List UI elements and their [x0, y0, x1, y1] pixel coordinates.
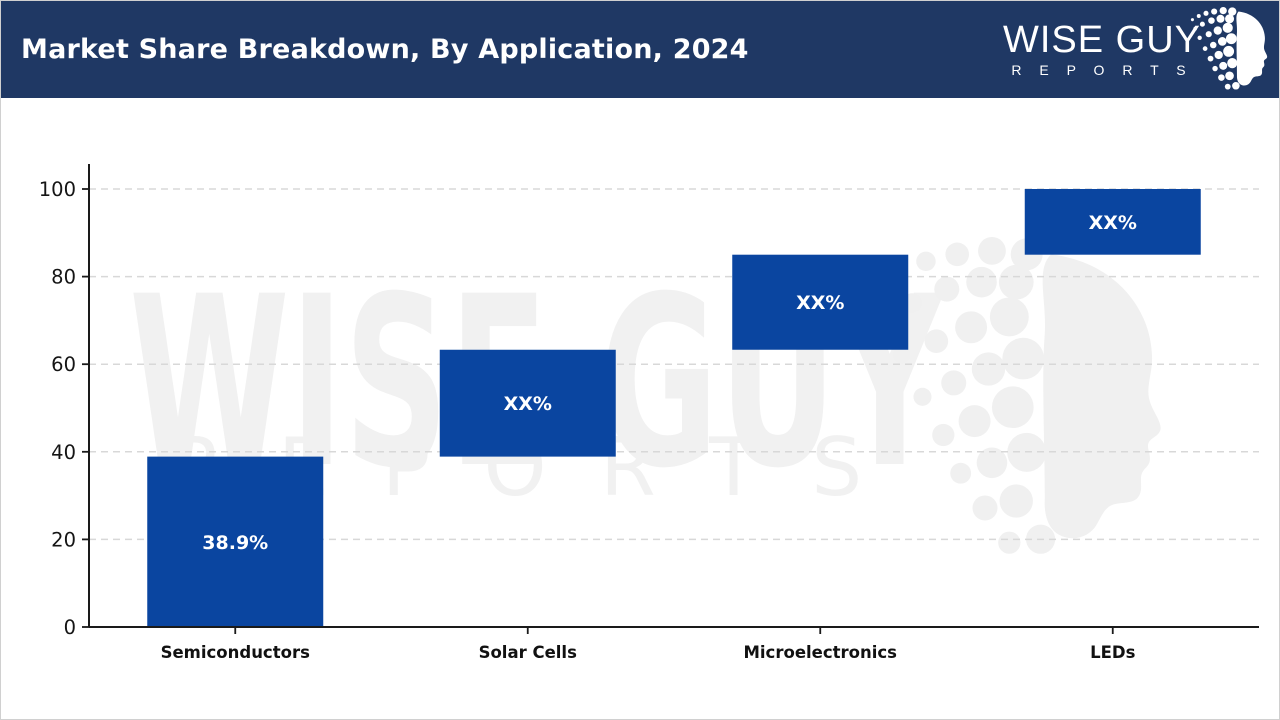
y-tick-label: 100: [39, 178, 76, 201]
brand-logo: WISE GUY R E P O R T S: [1003, 6, 1279, 93]
y-tick-label: 80: [51, 266, 76, 289]
x-category-label: Microelectronics: [743, 643, 897, 662]
x-category-label: LEDs: [1090, 643, 1135, 662]
bar-value-label: 38.9%: [202, 532, 268, 554]
bar-segment: [439, 349, 616, 457]
bar-value-label: XX%: [504, 393, 552, 415]
y-tick-label: 60: [51, 353, 76, 376]
logo-wordmark: WISE GUY R E P O R T S: [1003, 21, 1201, 78]
logo-wordmark-line2: R E P O R T S: [1011, 62, 1193, 78]
x-category-label: Semiconductors: [161, 643, 310, 662]
logo-wordmark-line1: WISE GUY: [1002, 19, 1201, 61]
bar-segment: [732, 254, 909, 350]
bar-value-label: XX%: [1089, 212, 1137, 234]
bar-value-label: XX%: [796, 292, 844, 314]
header: Market Share Breakdown, By Application, …: [1, 1, 1279, 98]
y-tick-label: 40: [51, 441, 76, 464]
y-tick-label: 0: [64, 616, 76, 639]
y-tick-label: 20: [51, 528, 76, 551]
x-category-label: Solar Cells: [479, 643, 578, 662]
page-title: Market Share Breakdown, By Application, …: [21, 34, 749, 65]
waterfall-chart: 0 20 40 60 80 100 38.9% XX% XX% XX% Semiconductors…: [39, 164, 1259, 662]
bar-segment: [147, 456, 324, 627]
bar-segment: [1024, 189, 1201, 255]
chart-area: WISE GUY R E P O R T S 0 20 40 60 80 100 38.9%…: [1, 98, 1279, 719]
logo-face-icon: [1190, 6, 1268, 90]
